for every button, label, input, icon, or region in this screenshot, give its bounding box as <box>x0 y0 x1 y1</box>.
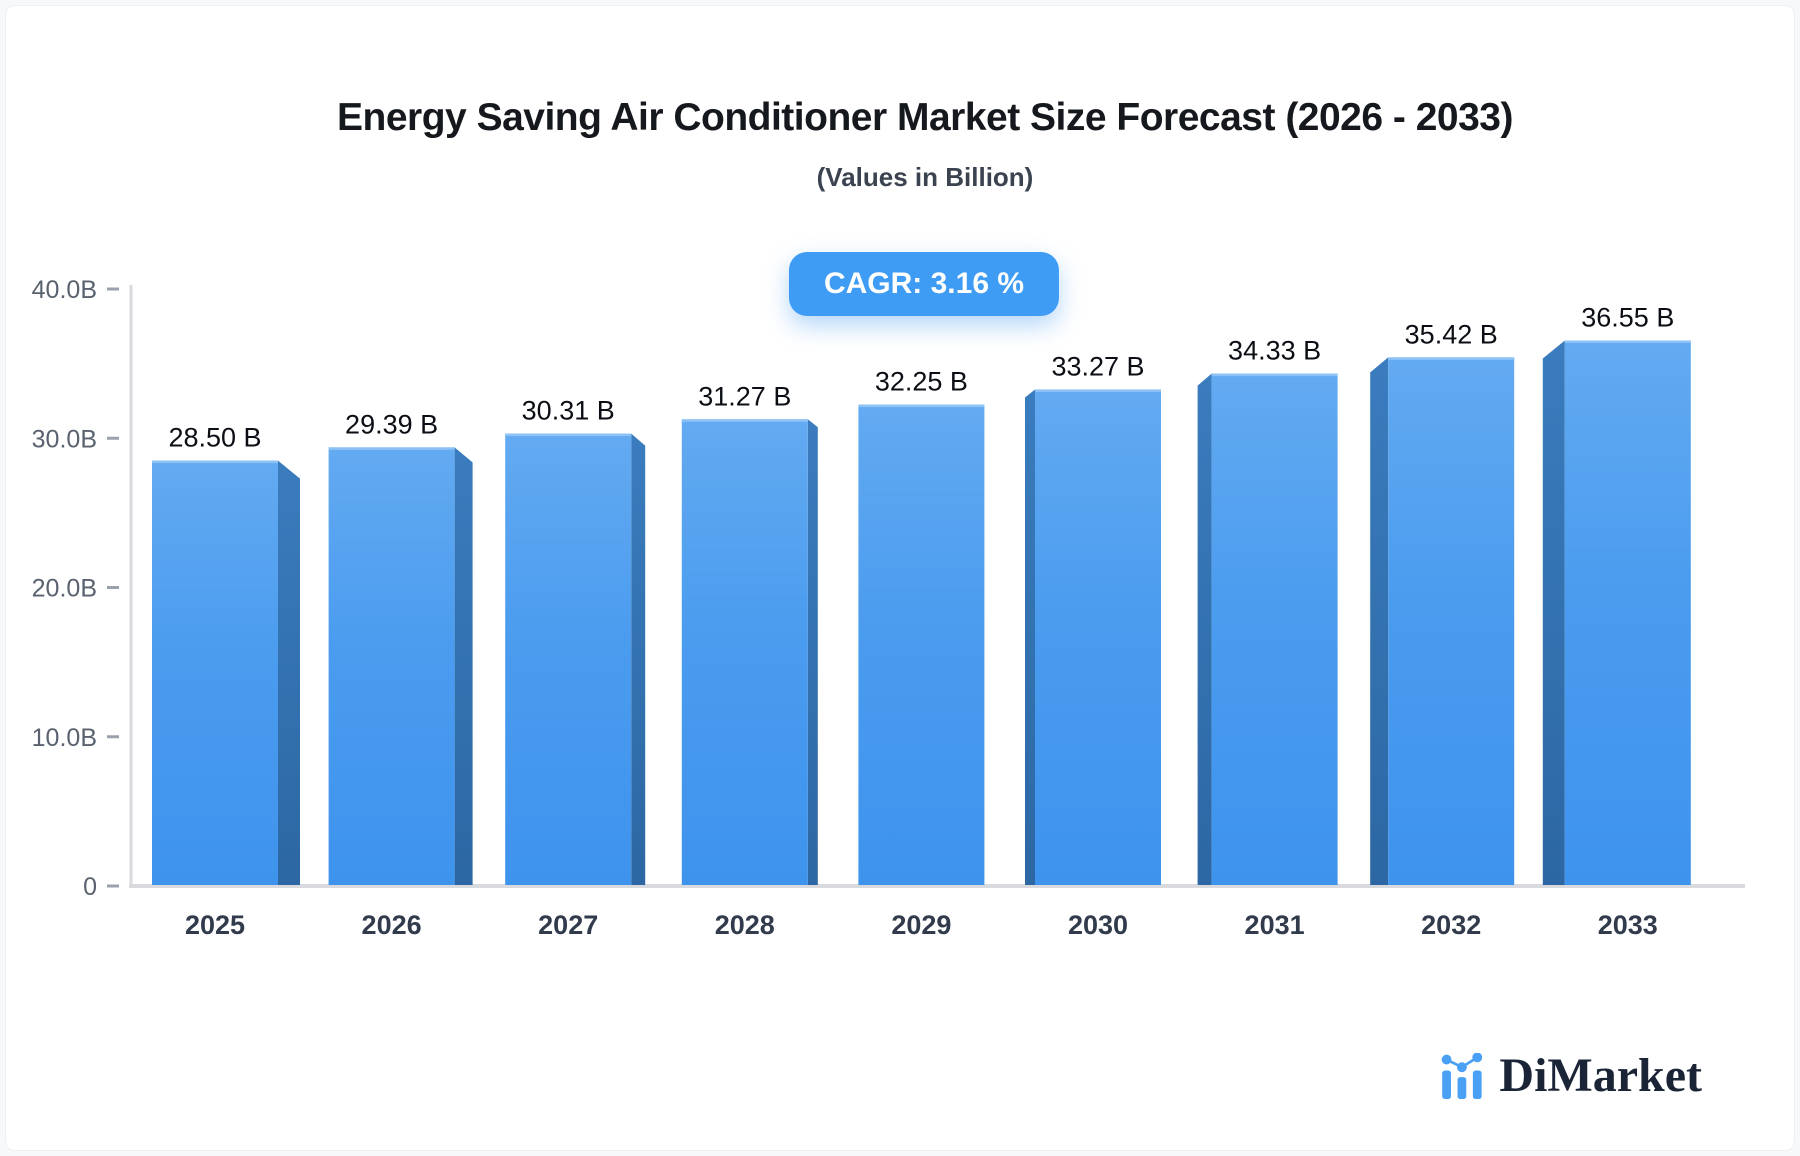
bar-top-highlight <box>858 404 985 408</box>
bar-2030 <box>1025 389 1161 885</box>
bar-2025 <box>152 460 300 885</box>
brand-logo-text: DiMarket <box>1499 1049 1702 1102</box>
y-tick-label: 30.0B <box>32 425 97 453</box>
bar-main-face <box>1035 389 1161 885</box>
bar-side-face <box>1370 357 1389 885</box>
y-tick-mark <box>107 287 119 291</box>
bar-top-highlight <box>1388 357 1515 360</box>
bar-value-label: 30.31 B <box>522 396 615 426</box>
bar-main-face <box>152 460 278 885</box>
y-tick-mark <box>107 586 119 589</box>
bar-side-face <box>1025 389 1035 885</box>
y-tick-label: 40.0B <box>32 276 97 304</box>
bar-top-highlight <box>1211 373 1338 377</box>
bar-top-highlight <box>1564 340 1691 343</box>
bar-value-label: 28.50 B <box>168 423 261 453</box>
x-axis-label: 2031 <box>1245 910 1305 940</box>
bar-main-face <box>328 447 455 885</box>
page-subtitle: (Values in Billion) <box>816 162 1034 192</box>
bar-top-highlight <box>328 447 455 450</box>
cagr-badge: CAGR: 3.16 % <box>788 252 1060 316</box>
bar-side-face <box>454 447 473 885</box>
bar-main-face <box>505 433 632 885</box>
y-axis-line <box>129 285 133 886</box>
bar-value-label: 35.42 B <box>1405 319 1498 349</box>
bar-side-face <box>278 460 300 885</box>
bar-value-label: 32.25 B <box>875 367 968 397</box>
y-tick-mark <box>107 735 119 739</box>
x-axis-label: 2033 <box>1598 910 1658 940</box>
bar-chart-logo-icon <box>1442 1053 1483 1099</box>
brand-logo: DiMarket <box>1441 1052 1702 1100</box>
y-tick-mark <box>107 884 119 888</box>
bar-2032 <box>1370 357 1515 885</box>
bar-2033 <box>1542 340 1691 886</box>
bar-side-face <box>807 419 818 885</box>
x-axis-label: 2026 <box>362 910 422 940</box>
bar-2026 <box>328 447 473 885</box>
bar-main-face <box>681 419 808 885</box>
page-title: Energy Saving Air Conditioner Market Siz… <box>337 96 1513 139</box>
bar-2027 <box>505 433 646 885</box>
bar-side-face <box>1197 373 1212 885</box>
bar-value-label: 33.27 B <box>1051 351 1144 381</box>
x-axis-line <box>129 884 1745 888</box>
y-tick-label: 10.0B <box>32 724 97 752</box>
bar-top-highlight <box>505 433 632 437</box>
y-tick-label: 0 <box>83 873 97 901</box>
x-axis-label: 2027 <box>538 910 598 940</box>
x-axis-label: 2025 <box>185 910 245 940</box>
x-axis-label: 2032 <box>1421 910 1481 940</box>
bar-value-label: 34.33 B <box>1228 336 1321 366</box>
bar-2031 <box>1197 373 1338 885</box>
bar-main-face <box>1388 357 1515 885</box>
bar-top-highlight <box>681 419 808 422</box>
bar-2028 <box>681 419 818 885</box>
y-tick-mark <box>107 436 119 440</box>
y-tick-label: 20.0B <box>32 575 97 603</box>
bar-main-face <box>858 404 985 885</box>
x-axis-label: 2029 <box>891 910 951 940</box>
bar-value-label: 29.39 B <box>345 409 438 439</box>
bar-side-face <box>631 433 646 885</box>
x-axis-label: 2028 <box>715 910 775 940</box>
bar-main-face <box>1211 373 1338 885</box>
x-axis-label: 2030 <box>1068 910 1128 940</box>
bar-side-face <box>1542 340 1565 886</box>
bar-main-face <box>1564 340 1691 886</box>
bar-2029 <box>858 404 985 885</box>
bar-value-label: 31.27 B <box>698 381 791 411</box>
bar-top-highlight <box>152 460 278 464</box>
bar-top-highlight <box>1035 389 1161 392</box>
bar-value-label: 36.55 B <box>1581 302 1674 332</box>
